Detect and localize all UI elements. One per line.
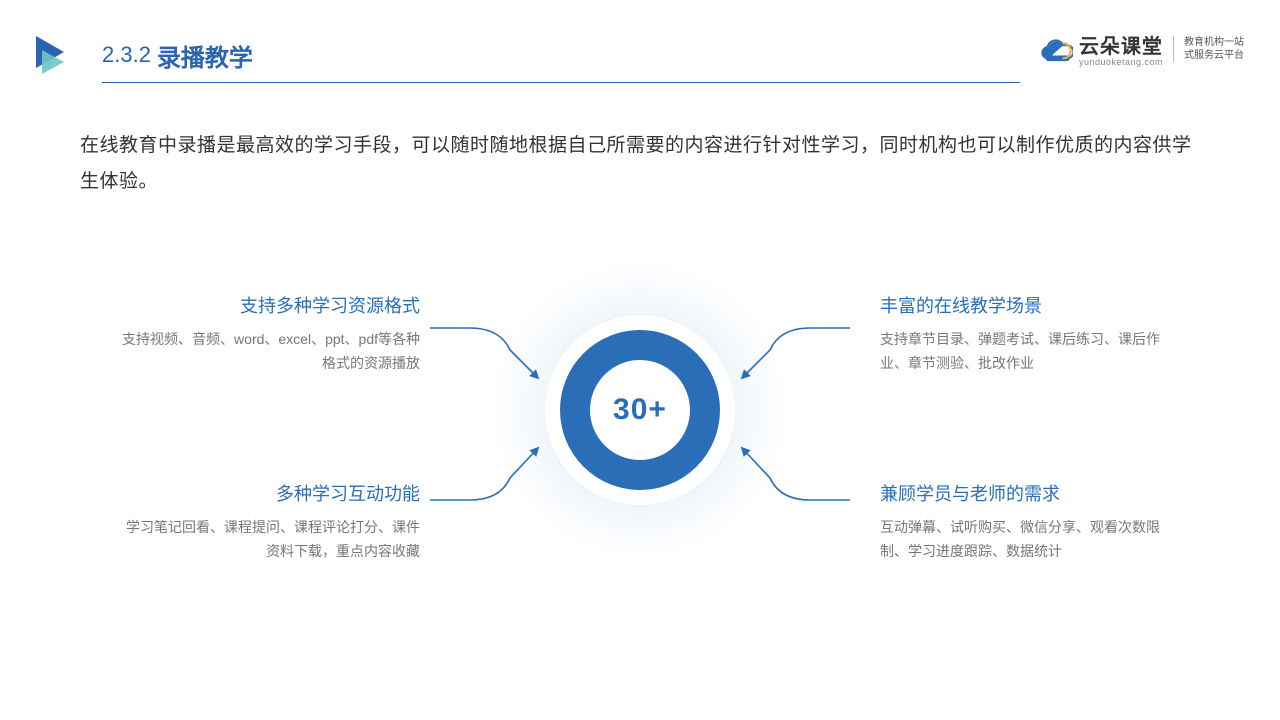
brand-logo: 云朵课堂 yunduoketang.com 教育机构一站 式服务云平台 [1035, 30, 1244, 67]
feature-desc: 支持章节目录、弹题考试、课后练习、课后作业、章节测验、批改作业 [880, 328, 1180, 376]
logo-tagline-line1: 教育机构一站 [1184, 36, 1244, 49]
header-rule [102, 82, 1020, 83]
section-title: 录播教学 [157, 38, 253, 73]
play-icon [36, 36, 74, 74]
feature-bottom-right: 兼顾学员与老师的需求 互动弹幕、试听购买、微信分享、观看次数限制、学习进度跟踪、… [880, 480, 1180, 564]
feature-title: 支持多种学习资源格式 [120, 292, 420, 318]
cloud-icon [1035, 36, 1073, 62]
feature-top-left: 支持多种学习资源格式 支持视频、音频、word、excel、ppt、pdf等各种… [120, 292, 420, 376]
logo-tagline: 教育机构一站 式服务云平台 [1173, 36, 1244, 62]
section-number: 2.3.2 [102, 42, 151, 68]
feature-title: 兼顾学员与老师的需求 [880, 480, 1180, 506]
logo-text-block: 云朵课堂 yunduoketang.com [1079, 30, 1163, 67]
feature-title: 多种学习互动功能 [120, 480, 420, 506]
intro-text: 在线教育中录播是最高效的学习手段，可以随时随地根据自己所需要的内容进行针对性学习… [80, 128, 1200, 200]
feature-desc: 学习笔记回看、课程提问、课程评论打分、课件资料下载，重点内容收藏 [120, 516, 420, 564]
center-ring: 30+ [490, 260, 790, 560]
logo-tagline-line2: 式服务云平台 [1184, 49, 1244, 62]
feature-desc: 互动弹幕、试听购买、微信分享、观看次数限制、学习进度跟踪、数据统计 [880, 516, 1180, 564]
feature-top-right: 丰富的在线教学场景 支持章节目录、弹题考试、课后练习、课后作业、章节测验、批改作… [880, 292, 1180, 376]
feature-desc: 支持视频、音频、word、excel、ppt、pdf等各种格式的资源播放 [120, 328, 420, 376]
feature-bottom-left: 多种学习互动功能 学习笔记回看、课程提问、课程评论打分、课件资料下载，重点内容收… [120, 480, 420, 564]
feature-title: 丰富的在线教学场景 [880, 292, 1180, 318]
center-value: 30+ [613, 393, 667, 427]
logo-domain: yunduoketang.com [1079, 57, 1163, 67]
logo-brand: 云朵课堂 [1079, 30, 1163, 59]
